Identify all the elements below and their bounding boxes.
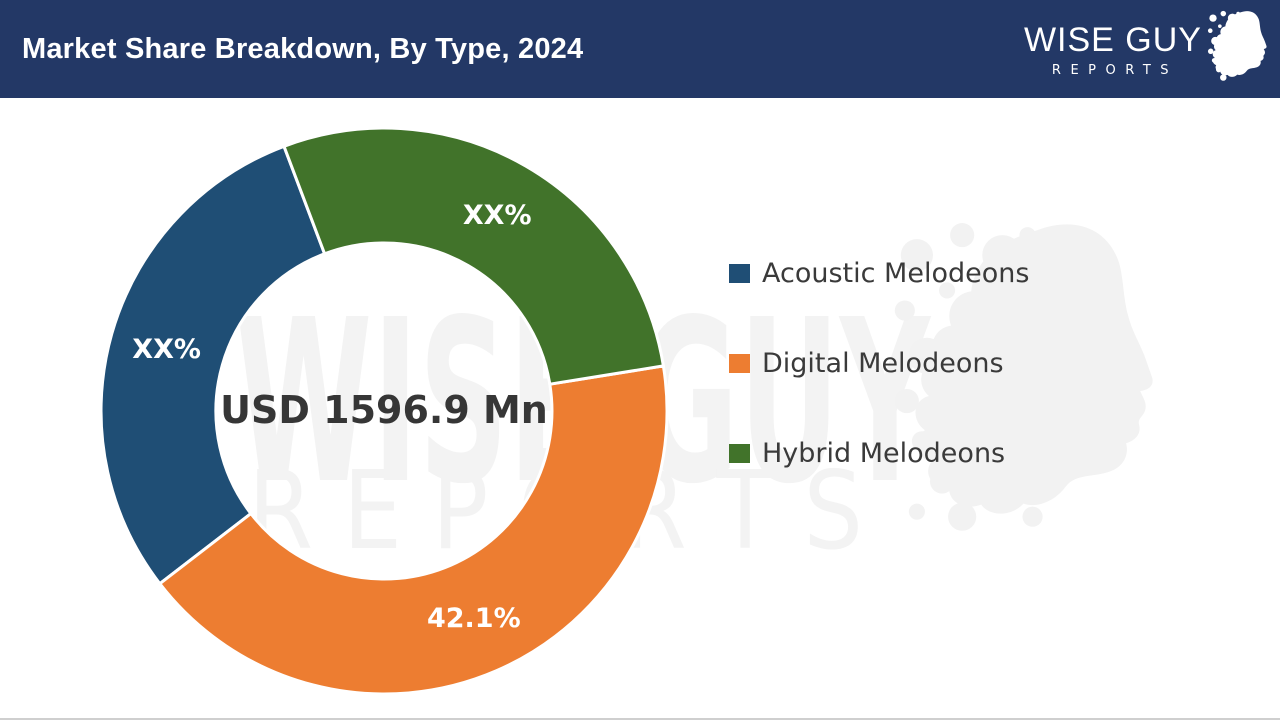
legend-swatch-digital [729, 354, 750, 373]
donut-segment-2 [282, 126, 665, 386]
watermark-face-icon [894, 223, 1153, 531]
page-title: Market Share Breakdown, By Type, 2024 [22, 32, 584, 65]
segment-percent-label-1: 42.1% [427, 603, 521, 634]
legend-item-digital: Digital Melodeons [729, 348, 1004, 379]
legend-item-hybrid: Hybrid Melodeons [729, 438, 1005, 469]
legend-label: Hybrid Melodeons [762, 438, 1006, 469]
legend-label: Digital Melodeons [762, 348, 1004, 379]
legend-item-acoustic: Acoustic Melodeons [729, 258, 1029, 289]
segment-percent-label-2: XX% [463, 200, 532, 231]
chart-center-value: USD 1596.9 Mn [220, 388, 548, 432]
logo-text: WISE GUY REPORTS [1024, 21, 1202, 78]
segment-percent-label-0: XX% [132, 334, 201, 365]
donut-segment-0 [99, 144, 327, 586]
logo-face-icon [1207, 10, 1267, 81]
legend-label: Acoustic Melodeons [762, 258, 1030, 289]
wise-guy-logo: WISE GUY REPORTS [1024, 4, 1268, 94]
legend-swatch-acoustic [729, 264, 750, 283]
logo-wordmark: WISE GUY [1023, 20, 1202, 59]
header-bar: Market Share Breakdown, By Type, 2024 WI… [0, 0, 1280, 98]
donut-segment-1 [158, 364, 669, 696]
bottom-divider [0, 718, 1280, 720]
legend-swatch-hybrid [729, 444, 750, 463]
logo-subtitle: REPORTS [1051, 62, 1179, 78]
